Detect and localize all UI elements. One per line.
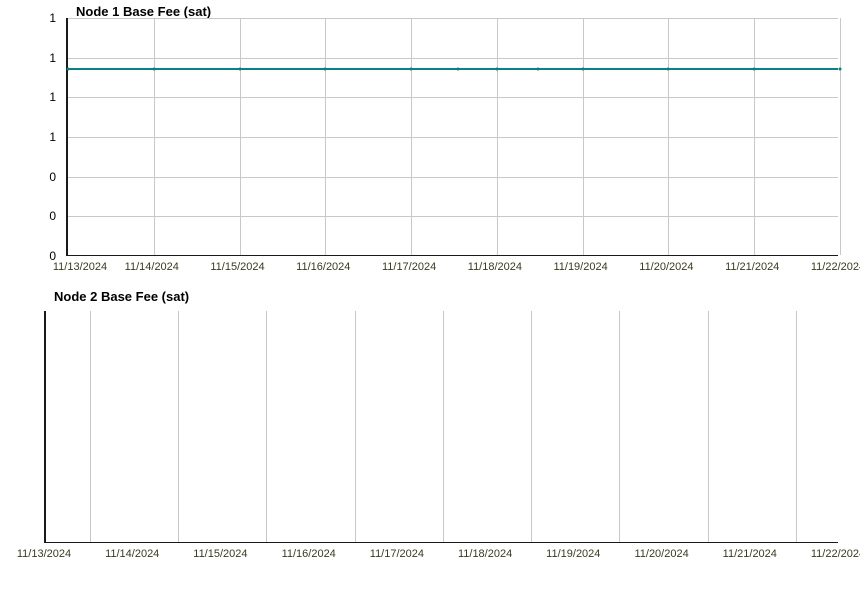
chart-2-gridline-v <box>619 311 621 542</box>
chart-1-ytick-label: 0 <box>49 169 56 184</box>
chart-2-xtick-label: 11/18/2024 <box>457 548 513 560</box>
chart-1-plot-area <box>66 18 842 256</box>
chart-2-gridline-v <box>531 311 533 542</box>
chart-1-ytick-label: 0 <box>49 249 56 263</box>
chart-1-data-point <box>238 67 241 71</box>
chart-1-ytick-label: 1 <box>49 90 56 105</box>
chart-1-gridline-h <box>68 18 838 19</box>
chart-2-xtick-label: 11/14/2024 <box>105 548 160 560</box>
chart-1-data-point <box>66 67 70 71</box>
chart-1-gridline-h <box>68 176 838 178</box>
chart-2-xtick-label: 11/13/2024 <box>16 548 72 560</box>
chart-1-data-point <box>323 67 327 71</box>
chart-1-gridline-v <box>582 18 584 255</box>
chart-2-gridline-v <box>266 311 268 542</box>
chart-1-xtick-label: 11/20/2024 <box>639 261 694 273</box>
chart-2-gridline-v <box>795 311 797 542</box>
chart-1-data-point <box>152 67 156 71</box>
chart-1-gridline-h <box>68 57 838 59</box>
chart-2-xtick-label: 11/16/2024 <box>281 548 336 560</box>
chart-2-xtick-label: 11/21/2024 <box>722 548 777 560</box>
chart-1-ytick-label: 1 <box>49 11 56 25</box>
chart-1-xtick-label: 11/21/2024 <box>725 261 780 273</box>
chart-1-data-point <box>752 67 756 71</box>
chart-1-title: Node 1 Base Fee (sat) <box>76 4 212 19</box>
chart-1-xtick-label: 11/14/2024 <box>124 261 179 273</box>
chart-1-xtick-label: 11/16/2024 <box>296 261 351 273</box>
chart-1-xtick-label: 11/19/2024 <box>553 261 608 273</box>
chart-1-xtick-label: 11/18/2024 <box>467 261 523 273</box>
chart-node-1-base-fee: Node 1 Base Fee (sat) 1 1 <box>0 0 860 290</box>
chart-2-gridline-v <box>707 311 709 542</box>
chart-2-title: Node 2 Base Fee (sat) <box>54 289 190 304</box>
chart-1-gridline-h <box>68 216 838 218</box>
chart-2-xtick-label: 11/15/2024 <box>193 548 248 560</box>
chart-2-xtick-label: 11/20/2024 <box>634 548 689 560</box>
chart-1-data-point <box>581 67 585 71</box>
chart-1-gridline-h <box>68 97 838 99</box>
chart-1-gridline-v <box>668 18 670 255</box>
chart-1-data-point <box>536 67 540 71</box>
chart-2-plot-area <box>44 311 838 543</box>
chart-node-2-base-fee: Node 2 Base Fee (sat) 11/13/2024 11/14/2… <box>0 283 860 583</box>
chart-1-data-point <box>666 67 670 71</box>
chart-2-gridline-v <box>442 311 444 542</box>
chart-1-ytick-label: 1 <box>49 50 56 65</box>
chart-1-gridline-v <box>840 18 841 255</box>
chart-1-gridline-v <box>411 18 413 255</box>
chart-1-gridline-v <box>496 18 498 255</box>
chart-1-ytick-label: 0 <box>49 209 56 224</box>
chart-2-xtick-label: 11/17/2024 <box>369 548 425 560</box>
chart-1-xtick-label: 11/15/2024 <box>210 261 265 273</box>
chart-1-gridline-v <box>325 18 327 255</box>
chart-1-ytick-label: 1 <box>49 130 56 144</box>
chart-1-xtick-label: 11/17/2024 <box>381 261 437 273</box>
chart-2-xtick-label: 11/22/2024 <box>810 548 860 560</box>
chart-1-gridline-v <box>153 18 155 255</box>
chart-1-data-point <box>838 67 842 71</box>
chart-2-gridline-v <box>90 311 91 542</box>
chart-1-series-line <box>68 68 838 70</box>
chart-2-xtick-label: 11/19/2024 <box>546 548 601 560</box>
chart-2-gridline-v <box>178 311 180 542</box>
chart-1-data-point <box>456 67 460 71</box>
chart-2-gridline-v <box>354 311 356 542</box>
chart-1-xtick-label: 11/22/2024 <box>810 261 860 273</box>
chart-1-gridline-v <box>239 18 241 255</box>
chart-1-data-point <box>495 67 499 71</box>
chart-1-gridline-v <box>754 18 756 255</box>
chart-1-gridline-h <box>68 137 838 138</box>
chart-1-data-point <box>409 67 413 71</box>
chart-1-xtick-label: 11/13/2024 <box>52 261 108 273</box>
